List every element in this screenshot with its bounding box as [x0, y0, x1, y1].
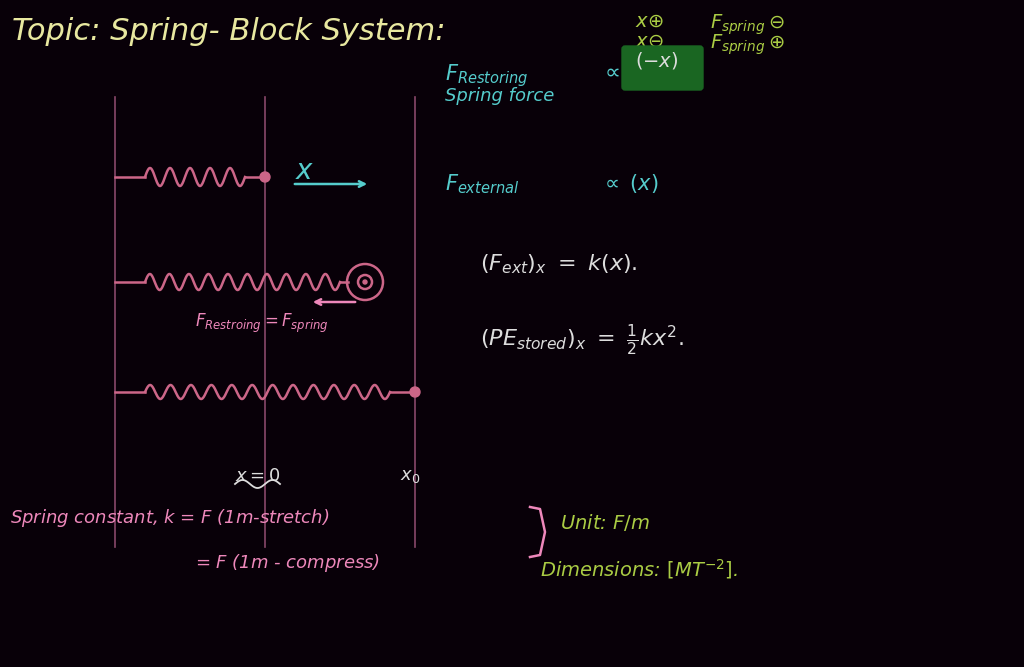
Text: $x=0$: $x=0$: [234, 467, 281, 485]
Text: $F_{Restoring}$: $F_{Restoring}$: [445, 62, 528, 89]
Text: Spring constant, $k$ = $F$ (1m-stretch): Spring constant, $k$ = $F$ (1m-stretch): [10, 507, 330, 529]
Circle shape: [362, 280, 367, 284]
Text: Unit: $F/m$: Unit: $F/m$: [560, 512, 650, 533]
Text: $x\!\ominus$: $x\!\ominus$: [635, 32, 665, 51]
FancyBboxPatch shape: [622, 46, 703, 90]
Text: $\propto$ $(x)$: $\propto$ $(x)$: [600, 172, 658, 195]
Text: = $F$ (1m - compress): = $F$ (1m - compress): [195, 552, 380, 574]
Text: $\propto$: $\propto$: [600, 62, 620, 82]
Text: $(PE_{stored})_x \ = \ \frac{1}{2}kx^2.$: $(PE_{stored})_x \ = \ \frac{1}{2}kx^2.$: [480, 322, 684, 357]
Text: $x$: $x$: [295, 157, 314, 185]
Text: $F_{spring}\oplus$: $F_{spring}\oplus$: [710, 32, 784, 57]
Text: $F_{Restroing} = F_{spring}$: $F_{Restroing} = F_{spring}$: [195, 312, 329, 336]
Text: $F_{external}$: $F_{external}$: [445, 172, 519, 195]
Text: $(F_{ext})_x \ = \ k(x).$: $(F_{ext})_x \ = \ k(x).$: [480, 252, 638, 275]
Text: $(-x)$: $(-x)$: [635, 50, 679, 71]
Text: $F_{spring}\ominus$: $F_{spring}\ominus$: [710, 12, 784, 37]
Circle shape: [410, 387, 420, 397]
Text: $x\!\oplus$: $x\!\oplus$: [635, 12, 665, 31]
Text: $x_0$: $x_0$: [400, 467, 420, 485]
Text: Topic: Spring- Block System:: Topic: Spring- Block System:: [12, 17, 445, 46]
Text: Dimensions: $[MT^{-2}]$.: Dimensions: $[MT^{-2}]$.: [540, 557, 738, 581]
Circle shape: [260, 172, 270, 182]
Text: Spring force: Spring force: [445, 87, 554, 105]
